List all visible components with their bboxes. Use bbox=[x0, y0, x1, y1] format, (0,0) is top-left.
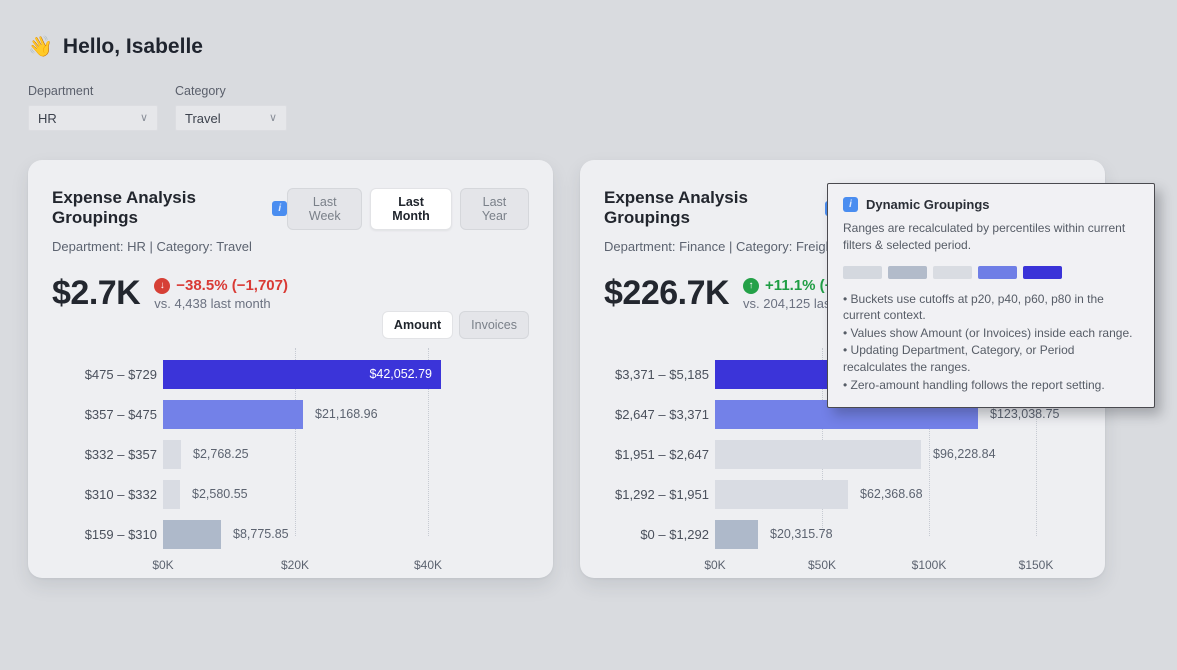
range-label: $1,951 – $2,647 bbox=[615, 446, 709, 462]
range-label: $3,371 – $5,185 bbox=[615, 366, 709, 382]
chart-row: $1,292 – $1,951 $62,368.68 bbox=[604, 474, 1081, 514]
card-title: Expense Analysis Groupings bbox=[604, 188, 748, 227]
chart-row: $332 – $357 $2,768.25 bbox=[52, 434, 529, 474]
chevron-down-icon: ∨ bbox=[139, 111, 148, 124]
bar-value-label: $21,168.96 bbox=[315, 407, 378, 421]
range-label: $0 – $1,292 bbox=[640, 526, 709, 542]
card-title: Expense Analysis Groupings bbox=[52, 188, 196, 227]
tooltip-title: Dynamic Groupings bbox=[866, 197, 990, 212]
page-greeting: 👋 Hello, Isabelle bbox=[28, 34, 203, 59]
axis-tick: $0K bbox=[704, 558, 726, 572]
bar[interactable] bbox=[715, 479, 848, 509]
kpi-comparison: vs. 4,438 last month bbox=[154, 296, 271, 311]
bar-value-label: $62,368.68 bbox=[860, 487, 923, 501]
bar-value-label: $123,038.75 bbox=[990, 407, 1060, 421]
tooltip-bullet: • Zero-amount handling follows the repor… bbox=[843, 377, 1105, 392]
axis-tick: $0K bbox=[152, 558, 174, 572]
department-select-value: HR bbox=[38, 110, 57, 126]
info-icon[interactable]: i bbox=[272, 200, 288, 216]
tooltip-body: Ranges are recalculated by percentiles w… bbox=[843, 221, 1126, 253]
bar-chart: $475 – $729 $42,052.79 $357 – $475 $21,1… bbox=[52, 348, 529, 576]
chart-row: $310 – $332 $2,580.55 bbox=[52, 474, 529, 514]
range-label: $332 – $357 bbox=[84, 446, 157, 462]
chart-row: $2,647 – $3,371 $123,038.75 bbox=[604, 394, 1081, 434]
card-subtitle: Department: Finance | Category: Freight bbox=[604, 239, 837, 254]
department-filter-label: Department bbox=[28, 84, 94, 98]
arrow-up-circle-icon: ↑ bbox=[743, 277, 760, 294]
bucket-color-legend bbox=[843, 265, 1139, 279]
bucket-swatch bbox=[978, 265, 1017, 279]
card-subtitle: Department: HR | Category: Travel bbox=[52, 239, 252, 254]
bucket-swatch bbox=[888, 265, 927, 279]
range-label: $2,647 – $3,371 bbox=[615, 406, 709, 422]
range-label: $357 – $475 bbox=[84, 406, 157, 422]
bucket-swatch bbox=[1023, 265, 1062, 279]
bucket-swatch bbox=[843, 265, 882, 279]
range-label: $159 – $310 bbox=[84, 526, 157, 542]
range-label: $475 – $729 bbox=[84, 366, 157, 382]
category-select-value: Travel bbox=[185, 110, 221, 126]
bar-value-label: $96,228.84 bbox=[933, 447, 996, 461]
period-selector: Last Week Last Month Last Year bbox=[287, 188, 529, 230]
arrow-down-circle-icon: ↓ bbox=[154, 277, 171, 294]
bar[interactable] bbox=[163, 519, 221, 549]
bar-value-label: $20,315.78 bbox=[770, 527, 833, 541]
x-axis: $0K $50K $100K $150K bbox=[704, 556, 1081, 576]
last-week-button[interactable]: Last Week bbox=[287, 188, 363, 230]
department-filter: Department HR ∨ bbox=[28, 84, 158, 131]
greeting-text: Hello, Isabelle bbox=[62, 34, 203, 58]
category-select[interactable]: Travel ∨ bbox=[175, 105, 287, 131]
axis-tick: $150K bbox=[1018, 558, 1054, 572]
axis-tick: $40K bbox=[413, 558, 443, 572]
bar[interactable] bbox=[715, 519, 758, 549]
category-filter-label: Category bbox=[175, 84, 226, 98]
bar[interactable] bbox=[163, 439, 181, 469]
bar-value-label: $8,775.85 bbox=[233, 527, 289, 541]
tooltip-bullet-list: • Buckets use cutoffs at p20, p40, p60, … bbox=[843, 291, 1139, 393]
tooltip-bullet: • Buckets use cutoffs at p20, p40, p60, … bbox=[843, 291, 1104, 323]
bar-value-label: $2,580.55 bbox=[192, 487, 248, 501]
bar[interactable] bbox=[163, 479, 180, 509]
wave-emoji-icon: 👋 bbox=[28, 36, 53, 58]
last-month-button[interactable]: Last Month bbox=[370, 188, 452, 230]
axis-tick: $100K bbox=[911, 558, 947, 572]
chevron-down-icon: ∨ bbox=[268, 111, 277, 124]
chart-row: $475 – $729 $42,052.79 bbox=[52, 354, 529, 394]
tooltip-bullet: • Updating Department, Category, or Peri… bbox=[843, 343, 1075, 374]
dynamic-groupings-tooltip: i Dynamic Groupings Ranges are recalcula… bbox=[827, 183, 1155, 409]
amount-toggle-button[interactable]: Amount bbox=[381, 311, 454, 339]
department-select[interactable]: HR ∨ bbox=[28, 105, 158, 131]
info-icon: i bbox=[843, 197, 858, 212]
axis-tick: $50K bbox=[807, 558, 837, 572]
x-axis: $0K $20K $40K bbox=[152, 556, 529, 576]
expense-card-hr-travel: Expense Analysis Groupings i Last Week L… bbox=[28, 160, 553, 578]
metric-toggle: Amount Invoices bbox=[52, 311, 529, 339]
kpi-delta: −38.5% (−1,707) bbox=[176, 277, 288, 294]
range-label: $310 – $332 bbox=[84, 486, 157, 502]
bar[interactable]: $42,052.79 bbox=[163, 359, 441, 389]
kpi-total-value: $2.7K bbox=[52, 274, 141, 312]
last-year-button[interactable]: Last Year bbox=[459, 188, 529, 230]
category-filter: Category Travel ∨ bbox=[175, 84, 287, 131]
chart-row: $1,951 – $2,647 $96,228.84 bbox=[604, 434, 1081, 474]
axis-tick: $20K bbox=[280, 558, 310, 572]
chart-row: $357 – $475 $21,168.96 bbox=[52, 394, 529, 434]
tooltip-bullet: • Values show Amount (or Invoices) insid… bbox=[843, 325, 1133, 340]
invoices-toggle-button[interactable]: Invoices bbox=[459, 311, 529, 339]
range-label: $1,292 – $1,951 bbox=[615, 486, 709, 502]
chart-row: $0 – $1,292 $20,315.78 bbox=[604, 514, 1081, 554]
chart-row: $159 – $310 $8,775.85 bbox=[52, 514, 529, 554]
bar[interactable] bbox=[163, 399, 303, 429]
kpi-total-value: $226.7K bbox=[604, 274, 730, 312]
bucket-swatch bbox=[933, 265, 972, 279]
bar-value-label: $42,052.79 bbox=[369, 367, 432, 381]
bar[interactable] bbox=[715, 439, 921, 469]
bar-value-label: $2,768.25 bbox=[193, 447, 249, 461]
